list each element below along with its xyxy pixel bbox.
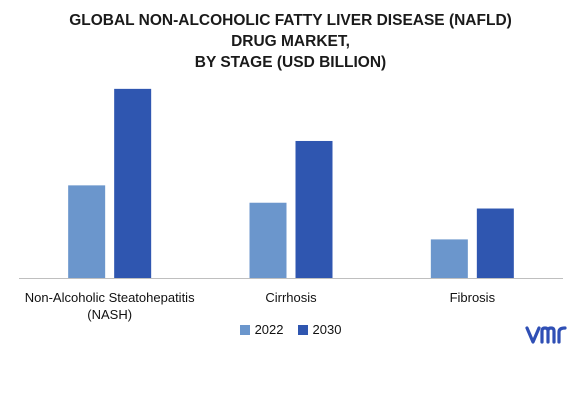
x-tick-label-1-0: Cirrhosis xyxy=(265,290,317,305)
legend-swatch-2030 xyxy=(297,324,308,335)
bar-2030-1 xyxy=(295,140,333,278)
chart-title: GLOBAL NON-ALCOHOLIC FATTY LIVER DISEASE… xyxy=(0,10,581,73)
x-tick-label-0-1: (NASH) xyxy=(87,307,132,322)
legend-item-2022: 2022 xyxy=(239,322,284,337)
bar-2022-0 xyxy=(68,185,106,278)
legend-swatch-2022 xyxy=(239,324,250,335)
bar-2030-0 xyxy=(114,88,152,278)
x-tick-label-0-0: Non-Alcoholic Steatohepatitis xyxy=(25,290,195,305)
chart-title-line-1: GLOBAL NON-ALCOHOLIC FATTY LIVER DISEASE… xyxy=(69,12,512,29)
chart-title-line-2: DRUG MARKET, xyxy=(231,33,350,50)
legend-item-2030: 2030 xyxy=(297,322,342,337)
legend-label-2022: 2022 xyxy=(254,322,284,337)
vmr-logo xyxy=(525,326,567,344)
bar-2022-1 xyxy=(249,202,287,278)
legend-label-2030: 2030 xyxy=(312,322,342,337)
bar-2022-2 xyxy=(430,239,468,278)
chart-title-line-3: BY STAGE (USD BILLION) xyxy=(194,54,387,71)
chart-legend: 2022 2030 xyxy=(0,322,581,337)
x-tick-label-2-0: Fibrosis xyxy=(450,290,496,305)
bar-2030-2 xyxy=(476,208,514,278)
